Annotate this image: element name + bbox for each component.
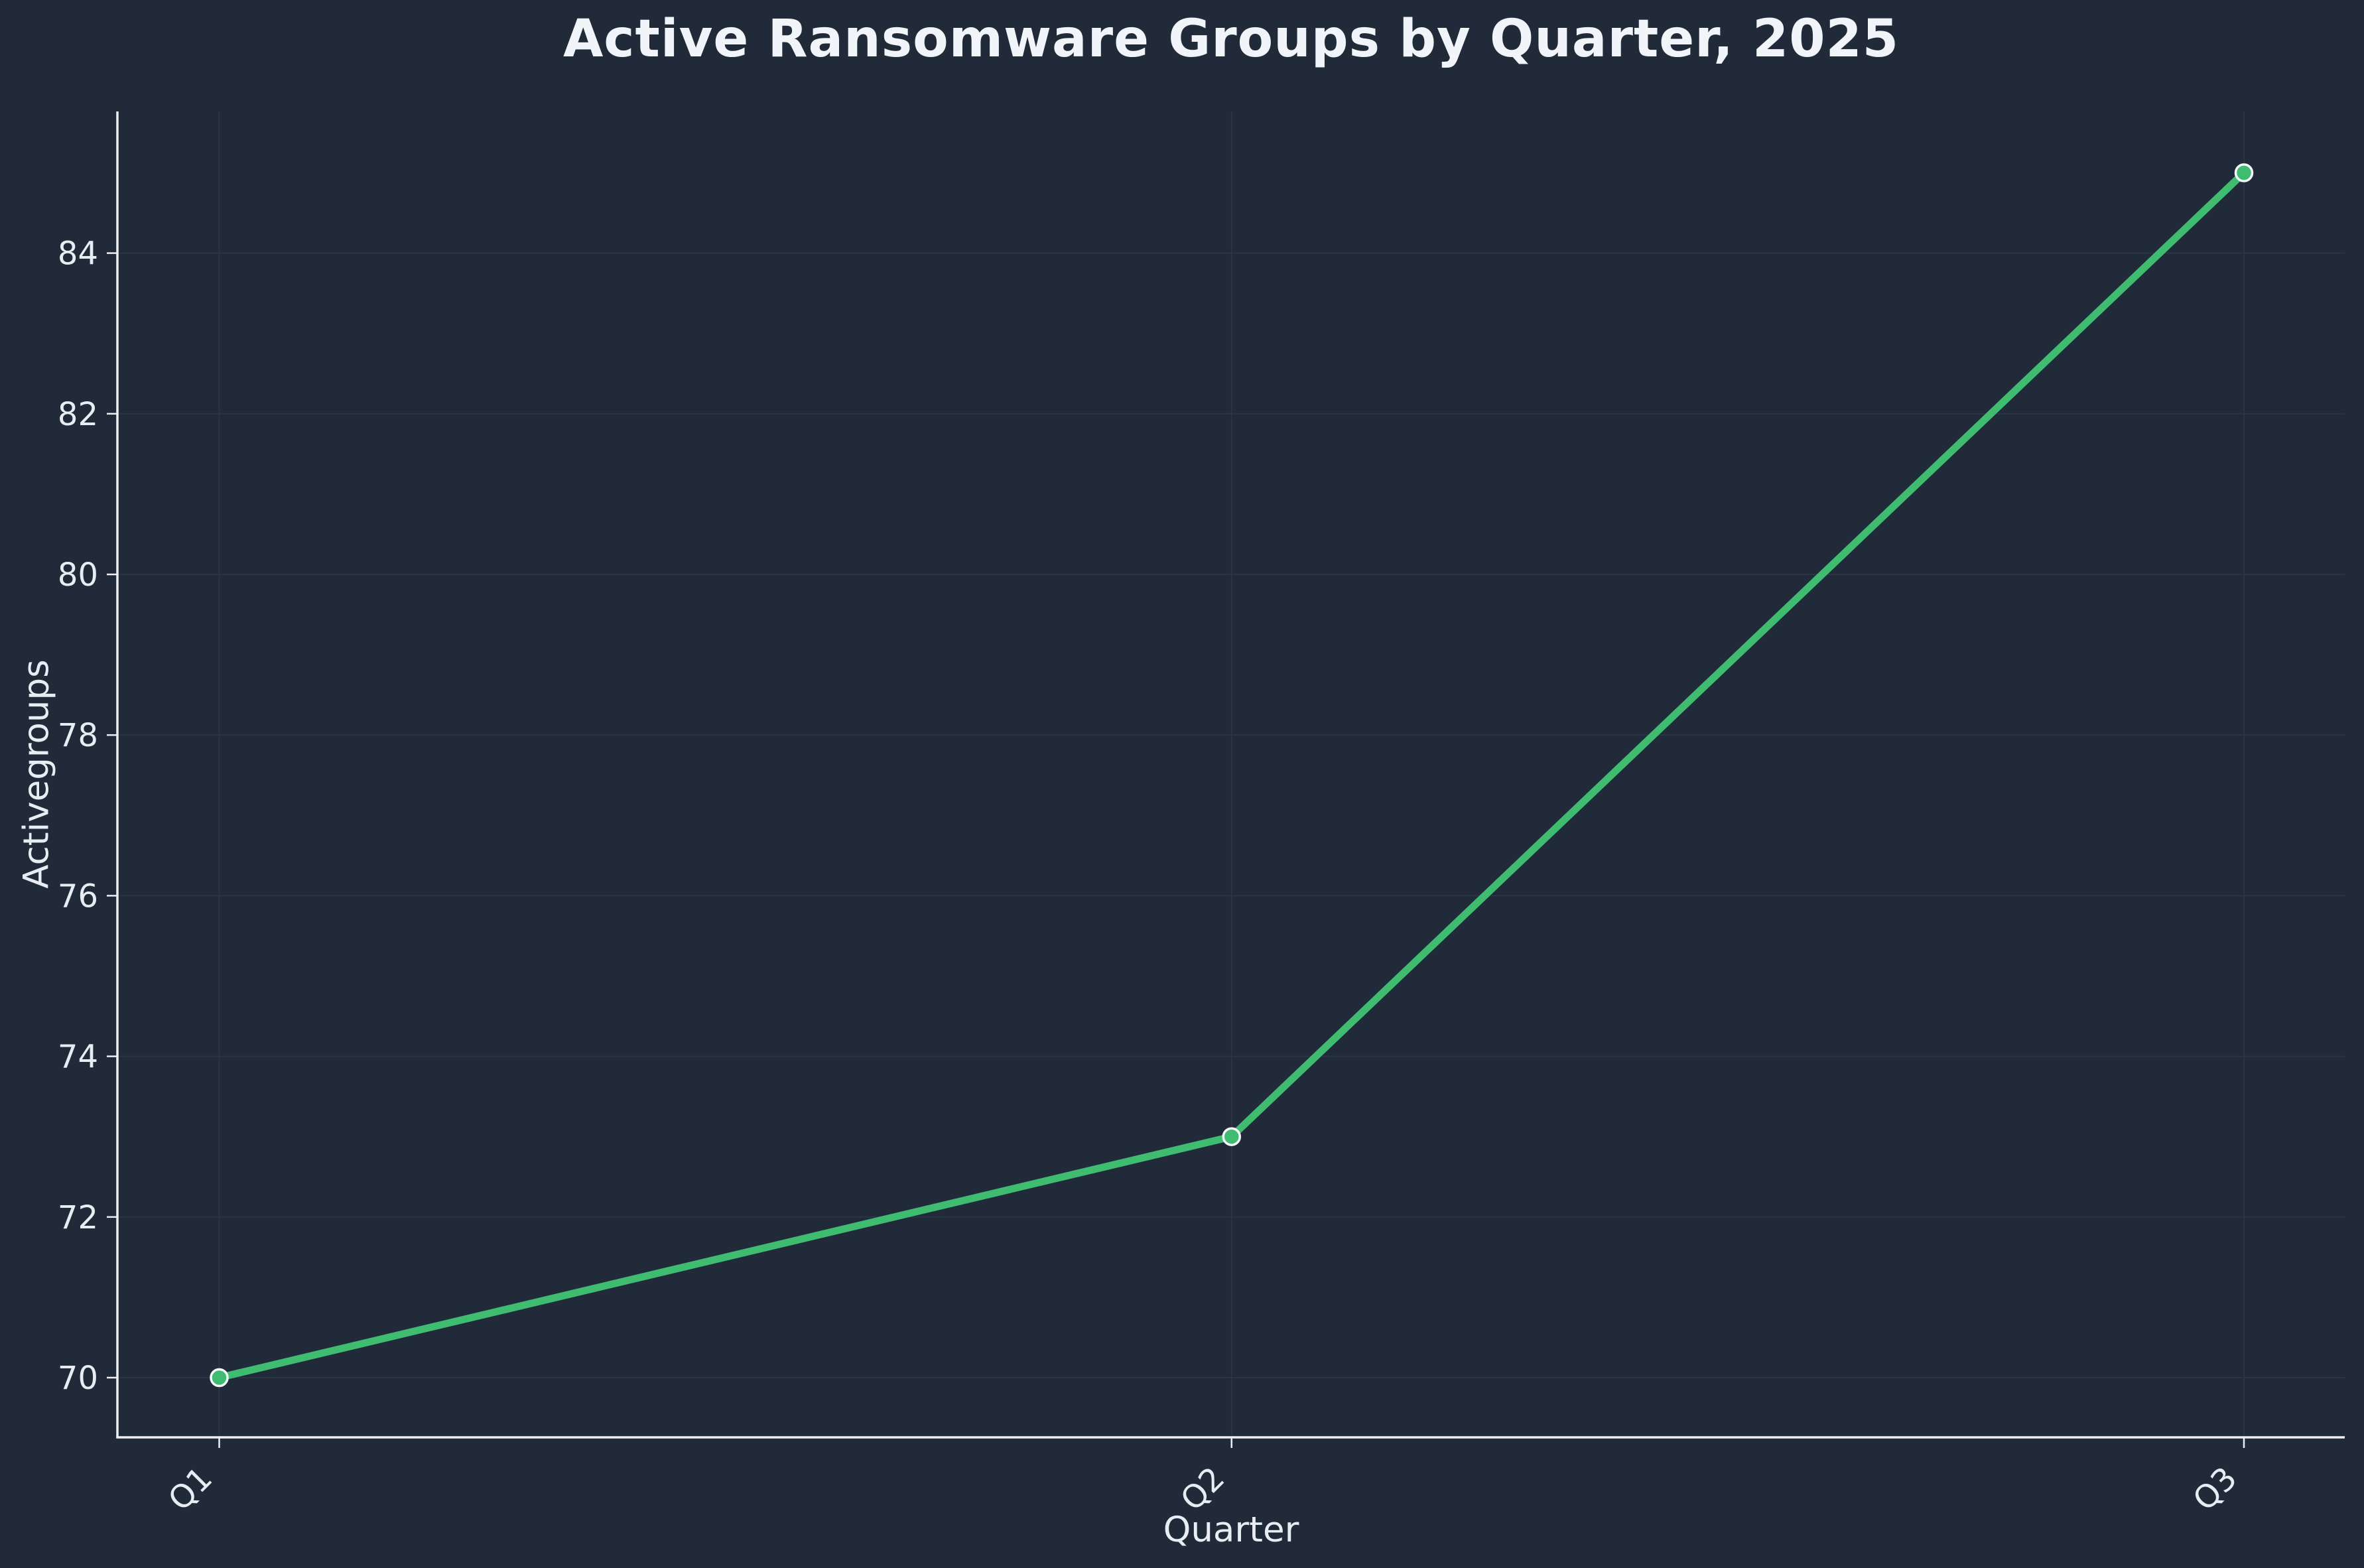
y-tick-label: 82 [58,396,98,433]
y-tick-label: 78 [58,717,98,754]
y-tick-label: 70 [58,1360,98,1397]
chart-title: Active Ransomware Groups by Quarter, 202… [562,9,1900,69]
x-axis-label: Quarter [1163,1510,1299,1550]
data-point-marker [210,1368,229,1388]
data-point-marker [2234,163,2254,182]
y-tick-label: 84 [58,235,98,273]
y-tick-label: 76 [58,878,98,915]
y-tick-label: 80 [58,556,98,594]
y-tick-label: 72 [58,1199,98,1236]
y-axis-label: Activegroups [16,659,57,889]
data-point-marker [1222,1127,1241,1146]
y-tick-label: 74 [58,1039,98,1076]
